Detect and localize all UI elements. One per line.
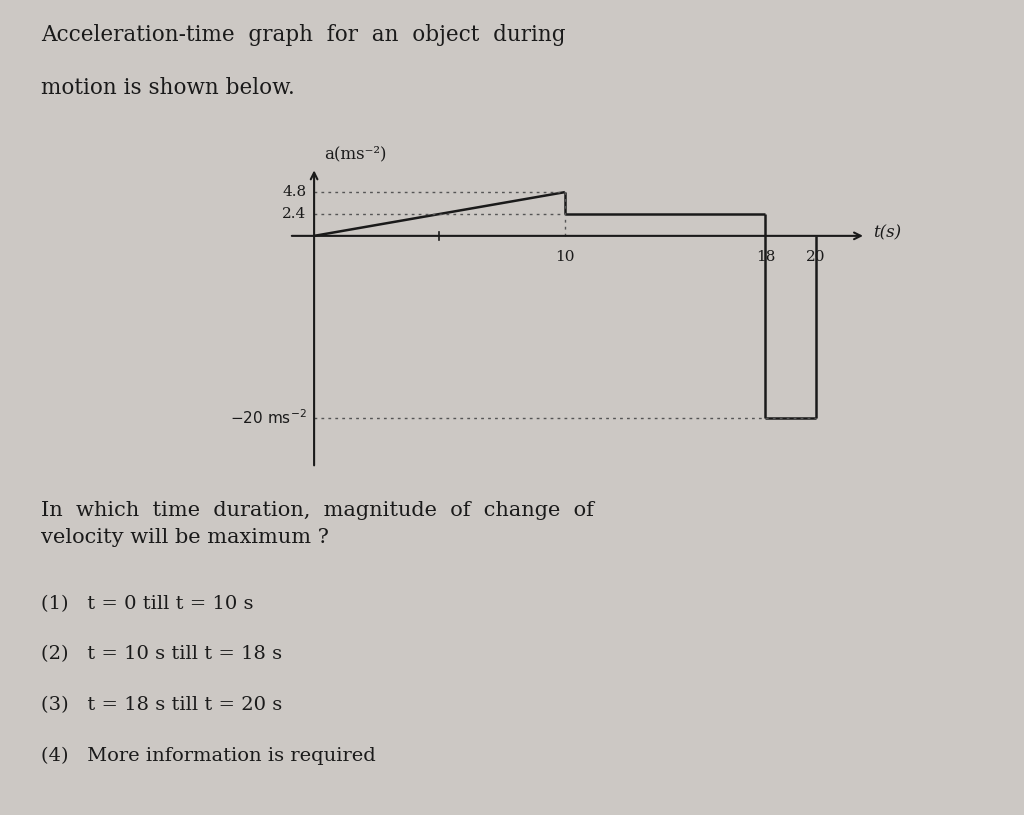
Text: (4)   More information is required: (4) More information is required xyxy=(41,747,376,764)
Text: (1)   t = 0 till t = 10 s: (1) t = 0 till t = 10 s xyxy=(41,595,254,613)
Text: (2)   t = 10 s till t = 18 s: (2) t = 10 s till t = 18 s xyxy=(41,645,282,663)
Text: In  which  time  duration,  magnitude  of  change  of
velocity will be maximum ?: In which time duration, magnitude of cha… xyxy=(41,501,594,547)
Text: 18: 18 xyxy=(756,249,775,263)
Text: 4.8: 4.8 xyxy=(283,185,306,199)
Text: 2.4: 2.4 xyxy=(283,207,306,221)
Text: a(ms⁻²): a(ms⁻²) xyxy=(325,145,387,162)
Text: 20: 20 xyxy=(806,249,825,263)
Text: (3)   t = 18 s till t = 20 s: (3) t = 18 s till t = 20 s xyxy=(41,696,283,714)
Text: 10: 10 xyxy=(555,249,574,263)
Text: motion is shown below.: motion is shown below. xyxy=(41,77,295,99)
Text: Acceleration-time  graph  for  an  object  during: Acceleration-time graph for an object du… xyxy=(41,24,565,46)
Text: $-20\ \mathrm{ms}^{-2}$: $-20\ \mathrm{ms}^{-2}$ xyxy=(229,408,306,427)
Text: t(s): t(s) xyxy=(873,225,901,241)
